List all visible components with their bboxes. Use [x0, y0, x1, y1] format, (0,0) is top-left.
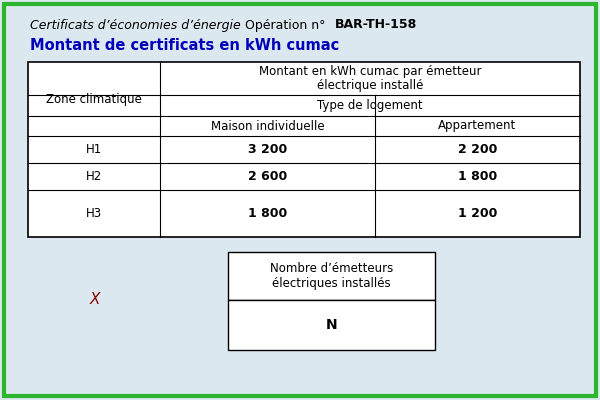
Text: 1 200: 1 200: [458, 207, 497, 220]
Text: Certificats d’économies d’énergie: Certificats d’économies d’énergie: [30, 18, 241, 32]
Text: N: N: [326, 318, 337, 332]
Text: Zone climatique: Zone climatique: [46, 92, 142, 106]
Text: BAR-TH-158: BAR-TH-158: [335, 18, 417, 32]
Text: Type de logement: Type de logement: [317, 99, 423, 112]
Text: Opération n°: Opération n°: [245, 18, 329, 32]
Text: H3: H3: [86, 207, 102, 220]
Text: Nombre d’émetteurs
électriques installés: Nombre d’émetteurs électriques installés: [270, 262, 393, 290]
Text: 2 200: 2 200: [458, 143, 497, 156]
Bar: [228, 252, 435, 300]
Text: 1 800: 1 800: [248, 207, 287, 220]
Text: 1 800: 1 800: [458, 170, 497, 183]
Text: X: X: [90, 292, 100, 308]
Text: 2 600: 2 600: [248, 170, 287, 183]
Text: H1: H1: [86, 143, 102, 156]
Text: Appartement: Appartement: [439, 120, 517, 132]
Text: H2: H2: [86, 170, 102, 183]
Text: 3 200: 3 200: [248, 143, 287, 156]
Text: Montant de certificats en kWh cumac: Montant de certificats en kWh cumac: [30, 38, 339, 52]
Bar: [228, 300, 435, 350]
Bar: [28, 62, 580, 237]
Text: Maison individuelle: Maison individuelle: [211, 120, 325, 132]
Text: Montant en kWh cumac par émetteur
électrique installé: Montant en kWh cumac par émetteur électr…: [259, 64, 481, 92]
